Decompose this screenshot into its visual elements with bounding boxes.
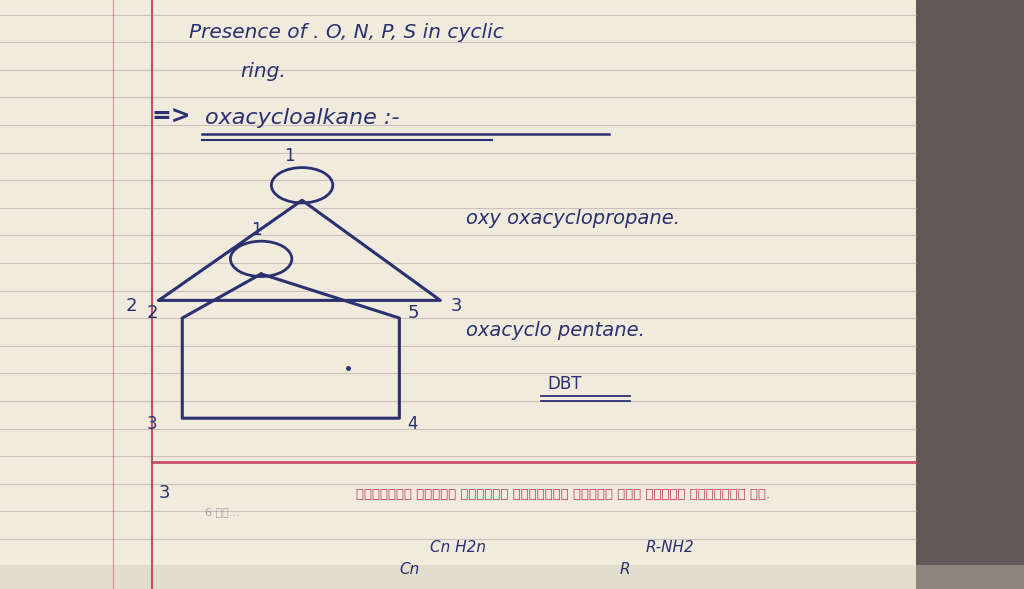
Polygon shape bbox=[916, 0, 1024, 589]
Text: ring.: ring. bbox=[241, 62, 287, 81]
Bar bbox=[0, 0, 916, 589]
Text: 4: 4 bbox=[408, 415, 418, 433]
Text: 3: 3 bbox=[146, 415, 157, 433]
Text: 1: 1 bbox=[285, 147, 295, 166]
Text: DBT: DBT bbox=[548, 375, 583, 393]
Text: 6 તે...: 6 તે... bbox=[205, 507, 240, 517]
Text: =>: => bbox=[152, 105, 191, 128]
Text: 2: 2 bbox=[146, 304, 158, 322]
Text: oxy oxacyclopropane.: oxy oxacyclopropane. bbox=[466, 209, 680, 228]
Text: oxacycloalkane :-: oxacycloalkane :- bbox=[205, 108, 399, 128]
Text: oxacyclo pentane.: oxacyclo pentane. bbox=[466, 321, 645, 340]
Text: Cn: Cn bbox=[399, 562, 420, 577]
Text: R: R bbox=[620, 562, 630, 577]
Text: 2: 2 bbox=[126, 297, 137, 315]
Text: R-NH2: R-NH2 bbox=[645, 541, 694, 555]
Text: Presence of . O, N, P, S in cyclic: Presence of . O, N, P, S in cyclic bbox=[189, 24, 504, 42]
Text: 3: 3 bbox=[451, 297, 462, 315]
Text: સંયમઅને સાદગી દ્વારા જીવનમાં શ຾ંતિ અને સંતોષ અનુભવ຾ય છે.: સંયમઅને સાદગી દ્વારા જીવનમાં શ຾ંતિ અને સ… bbox=[356, 488, 770, 501]
Bar bbox=[0, 565, 1024, 589]
Text: 5: 5 bbox=[408, 304, 419, 322]
Text: 1: 1 bbox=[251, 221, 261, 239]
Text: 3: 3 bbox=[159, 484, 170, 502]
Text: Cn H2n: Cn H2n bbox=[430, 541, 486, 555]
